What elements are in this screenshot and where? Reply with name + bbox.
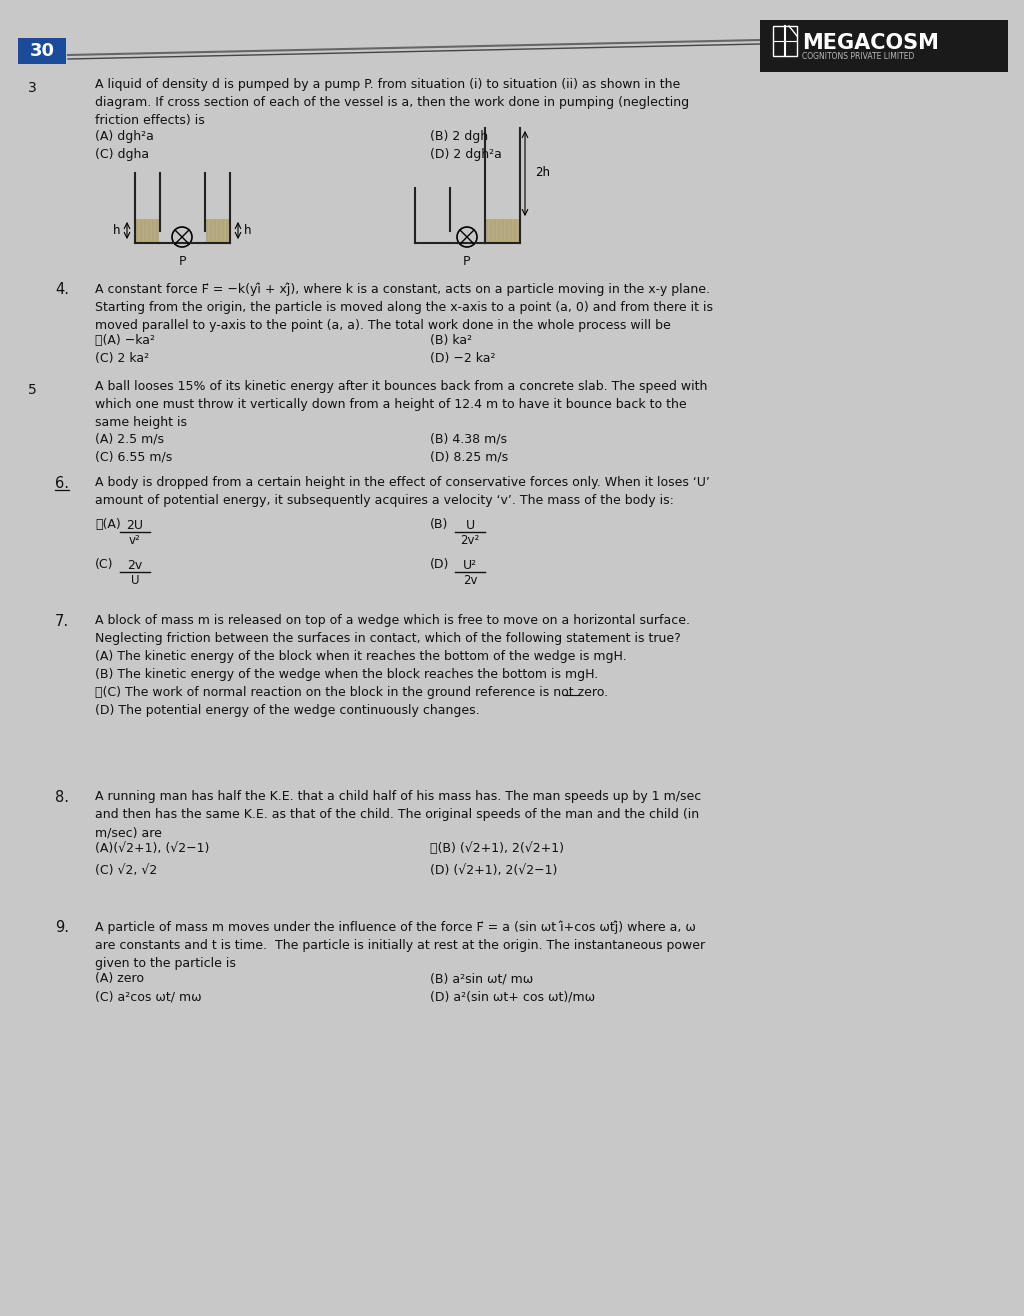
Text: h: h xyxy=(245,224,252,237)
Text: (D) −2 ka²: (D) −2 ka² xyxy=(430,351,496,365)
Circle shape xyxy=(18,376,46,404)
Text: 4.: 4. xyxy=(55,282,69,297)
Text: 2v²: 2v² xyxy=(461,534,479,547)
Text: 2h: 2h xyxy=(535,167,550,179)
Text: 3: 3 xyxy=(28,82,37,95)
Text: (C) dgha: (C) dgha xyxy=(95,147,150,161)
Text: MEGACOSM: MEGACOSM xyxy=(802,33,939,53)
Text: v²: v² xyxy=(129,534,141,547)
Text: (C) 2 ka²: (C) 2 ka² xyxy=(95,351,150,365)
Text: (C) √2, √2: (C) √2, √2 xyxy=(95,865,158,876)
Bar xyxy=(486,218,519,242)
Text: 2U: 2U xyxy=(127,519,143,532)
Text: (B): (B) xyxy=(430,519,449,530)
Text: 30: 30 xyxy=(30,42,54,61)
Text: A liquid of density d is pumped by a pump P. from situation (i) to situation (ii: A liquid of density d is pumped by a pum… xyxy=(95,78,689,128)
Text: A body is dropped from a certain height in the effect of conservative forces onl: A body is dropped from a certain height … xyxy=(95,476,710,507)
Text: Ⲩ(A) −ka²: Ⲩ(A) −ka² xyxy=(95,334,155,347)
Text: 6.: 6. xyxy=(55,476,69,491)
Text: U²: U² xyxy=(463,559,477,572)
Text: (D) a²(sin ωt+ cos ωt)/mω: (D) a²(sin ωt+ cos ωt)/mω xyxy=(430,990,595,1003)
Text: U: U xyxy=(131,574,139,587)
Text: (A) zero: (A) zero xyxy=(95,973,144,984)
Text: (D) 2 dgh²a: (D) 2 dgh²a xyxy=(430,147,502,161)
FancyBboxPatch shape xyxy=(18,38,66,64)
Text: U: U xyxy=(466,519,474,532)
Text: (B) ka²: (B) ka² xyxy=(430,334,472,347)
Text: h: h xyxy=(114,224,121,237)
Text: (B) 4.38 m/s: (B) 4.38 m/s xyxy=(430,432,507,445)
Text: A block of mass m is released on top of a wedge which is free to move on a horiz: A block of mass m is released on top of … xyxy=(95,615,690,717)
Text: P: P xyxy=(178,255,185,268)
Text: (B) a²sin ωt/ mω: (B) a²sin ωt/ mω xyxy=(430,973,534,984)
Text: (C): (C) xyxy=(95,558,114,571)
Text: 7.: 7. xyxy=(55,615,70,629)
Text: (D) (√2+1), 2(√2−1): (D) (√2+1), 2(√2−1) xyxy=(430,865,557,876)
Text: P: P xyxy=(463,255,471,268)
FancyBboxPatch shape xyxy=(760,20,1008,72)
Circle shape xyxy=(18,74,46,103)
Text: A constant force F⃗ = −k(yî + xĵ), where k is a constant, acts on a particle m: A constant force F⃗ = −k(yî + xĵ), whe… xyxy=(95,282,713,332)
FancyBboxPatch shape xyxy=(773,26,797,57)
Bar xyxy=(206,218,229,242)
Text: (B) 2 dgh: (B) 2 dgh xyxy=(430,130,488,143)
Text: (C) 6.55 m/s: (C) 6.55 m/s xyxy=(95,450,172,463)
Text: COGNITONS PRIVATE LIMITED: COGNITONS PRIVATE LIMITED xyxy=(802,53,914,61)
Text: A ball looses 15% of its kinetic energy after it bounces back from a concrete sl: A ball looses 15% of its kinetic energy … xyxy=(95,380,708,429)
Text: (D) 8.25 m/s: (D) 8.25 m/s xyxy=(430,450,508,463)
Text: 5: 5 xyxy=(28,383,37,397)
Text: A running man has half the K.E. that a child half of his mass has. The man speed: A running man has half the K.E. that a c… xyxy=(95,790,701,840)
Text: (A) 2.5 m/s: (A) 2.5 m/s xyxy=(95,432,164,445)
Text: Ⲩ(B) (√2+1), 2(√2+1): Ⲩ(B) (√2+1), 2(√2+1) xyxy=(430,842,564,855)
Text: (D): (D) xyxy=(430,558,450,571)
Text: 2v: 2v xyxy=(463,574,477,587)
Text: 9.: 9. xyxy=(55,920,69,934)
Text: 8.: 8. xyxy=(55,790,69,805)
Text: Ⲩ(A): Ⲩ(A) xyxy=(95,519,121,530)
Text: 2v: 2v xyxy=(127,559,142,572)
Text: (A) dgh²a: (A) dgh²a xyxy=(95,130,154,143)
Bar xyxy=(136,218,159,242)
Text: (A)(√2+1), (√2−1): (A)(√2+1), (√2−1) xyxy=(95,842,209,855)
Text: (C) a²cos ωt/ mω: (C) a²cos ωt/ mω xyxy=(95,990,202,1003)
Text: A particle of mass m moves under the influence of the force F⃗ = a (sin ωt î+co: A particle of mass m moves under the inf… xyxy=(95,920,706,970)
